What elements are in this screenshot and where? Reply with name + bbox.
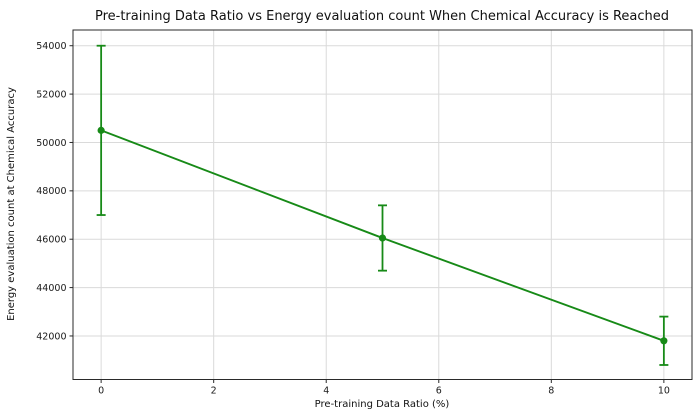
chart-title: Pre-training Data Ratio vs Energy evalua…	[95, 9, 669, 24]
plot-border	[72, 29, 693, 380]
y-tick-label: 52000	[36, 89, 66, 100]
x-tick-label: 4	[323, 386, 329, 397]
data-point	[97, 126, 105, 134]
x-tick-label: 8	[548, 386, 554, 397]
y-tick-label: 54000	[36, 41, 66, 52]
data-point	[660, 337, 668, 345]
y-tick-label: 46000	[36, 235, 66, 246]
plot-layer	[96, 44, 669, 366]
y-tick-label: 42000	[36, 331, 66, 342]
y-tick-label: 50000	[36, 138, 66, 149]
y-axis-label: Energy evaluation count at Chemical Accu…	[6, 87, 17, 321]
y-tick-label: 44000	[36, 283, 66, 294]
x-tick-label: 2	[211, 386, 217, 397]
y-tick-label: 48000	[36, 186, 66, 197]
x-tick-label: 0	[98, 386, 104, 397]
x-tick-label: 6	[436, 386, 442, 397]
x-tick-label: 10	[658, 386, 670, 397]
axis-layer: 0 2 4 6 8 10 42000 44000 46000 48000 50000 52000 540…	[36, 29, 693, 397]
data-point	[378, 234, 387, 242]
x-axis-label: Pre-training Data Ratio (%)	[315, 399, 450, 410]
